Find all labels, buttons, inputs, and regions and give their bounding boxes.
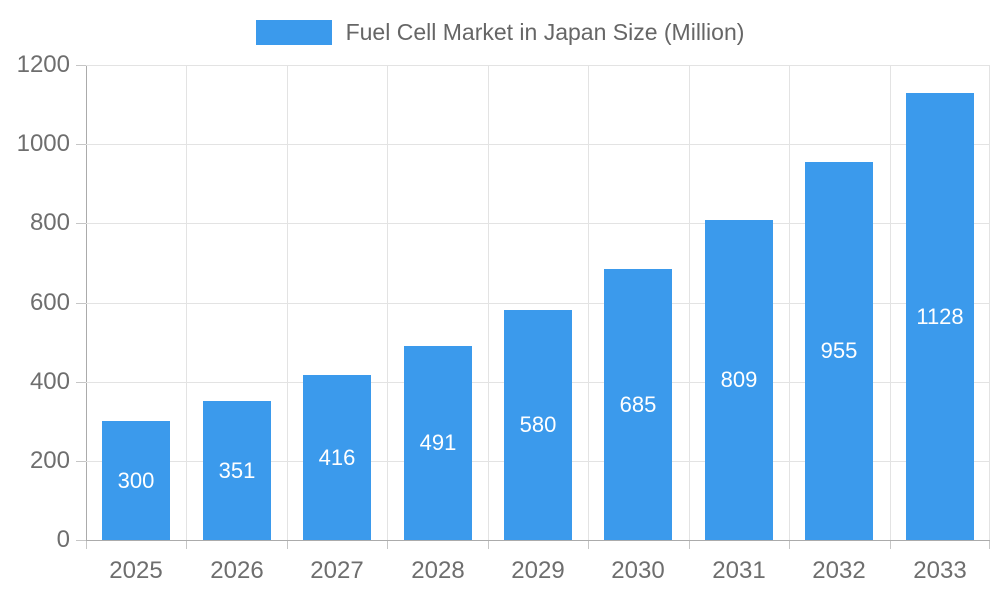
x-tick-mark: [689, 541, 690, 549]
y-tick-label: 400: [29, 368, 70, 395]
x-tick-label: 2029: [511, 557, 565, 584]
legend-label: Fuel Cell Market in Japan Size (Million): [345, 19, 745, 45]
bar[interactable]: 955: [805, 162, 873, 540]
x-tick-label: 2033: [913, 557, 967, 584]
h-gridline: [86, 65, 990, 66]
v-gridline: [890, 65, 891, 540]
bar[interactable]: 685: [604, 269, 672, 540]
x-tick-label: 2026: [210, 557, 264, 584]
y-tick-mark: [76, 223, 86, 224]
y-tick-label: 1000: [16, 130, 70, 157]
x-tick-label: 2030: [611, 557, 665, 584]
legend-swatch: [255, 19, 332, 45]
y-tick-mark: [76, 540, 86, 541]
x-tick-mark: [186, 541, 187, 549]
bar[interactable]: 351: [203, 401, 271, 540]
y-tick-label: 200: [29, 447, 70, 474]
y-tick-mark: [76, 303, 86, 304]
bar-value-label: 351: [218, 457, 256, 483]
y-tick-label: 0: [56, 526, 70, 553]
x-tick-mark: [86, 541, 87, 549]
bar-value-label: 416: [318, 444, 356, 470]
y-axis-line: [86, 65, 87, 540]
x-axis-line: [86, 540, 990, 541]
x-tick-mark: [488, 541, 489, 549]
legend-item[interactable]: Fuel Cell Market in Japan Size (Million): [0, 19, 1000, 45]
v-gridline: [186, 65, 187, 540]
x-tick-mark: [989, 541, 990, 549]
y-tick-label: 600: [29, 289, 70, 316]
bar-value-label: 685: [619, 391, 657, 417]
bar-value-label: 809: [720, 367, 758, 392]
bar[interactable]: 580: [504, 310, 572, 540]
v-gridline: [989, 65, 990, 540]
y-tick-mark: [76, 144, 86, 145]
bar-value-label: 955: [820, 338, 858, 363]
h-gridline: [86, 303, 990, 304]
plot-area: 300 351 416 491 580 685 809 955 1128: [86, 65, 990, 540]
bar[interactable]: 809: [705, 220, 773, 540]
bar[interactable]: 491: [404, 346, 472, 540]
v-gridline: [488, 65, 489, 540]
x-tick-mark: [890, 541, 891, 549]
bar[interactable]: 1128: [906, 93, 974, 540]
y-tick-label: 1200: [16, 51, 70, 78]
bar-value-label: 491: [419, 430, 457, 455]
x-tick-label: 2028: [411, 557, 465, 584]
bar-value-label: 300: [117, 467, 155, 493]
y-tick-mark: [76, 382, 86, 383]
x-tick-mark: [387, 541, 388, 549]
x-tick-mark: [588, 541, 589, 549]
bar-value-label: 580: [519, 412, 557, 437]
v-gridline: [588, 65, 589, 540]
v-gridline: [789, 65, 790, 540]
bar-value-label: 1128: [916, 303, 964, 329]
v-gridline: [287, 65, 288, 540]
h-gridline: [86, 223, 990, 224]
h-gridline: [86, 144, 990, 145]
x-tick-label: 2031: [712, 557, 766, 584]
x-tick-mark: [287, 541, 288, 549]
x-tick-mark: [789, 541, 790, 549]
x-tick-label: 2025: [109, 557, 163, 584]
bar[interactable]: 300: [102, 421, 170, 540]
v-gridline: [689, 65, 690, 540]
x-tick-label: 2027: [310, 557, 364, 584]
y-tick-mark: [76, 65, 86, 66]
y-tick-label: 800: [29, 209, 70, 236]
bar[interactable]: 416: [303, 375, 371, 540]
v-gridline: [387, 65, 388, 540]
x-tick-label: 2032: [812, 557, 866, 584]
y-tick-mark: [76, 461, 86, 462]
